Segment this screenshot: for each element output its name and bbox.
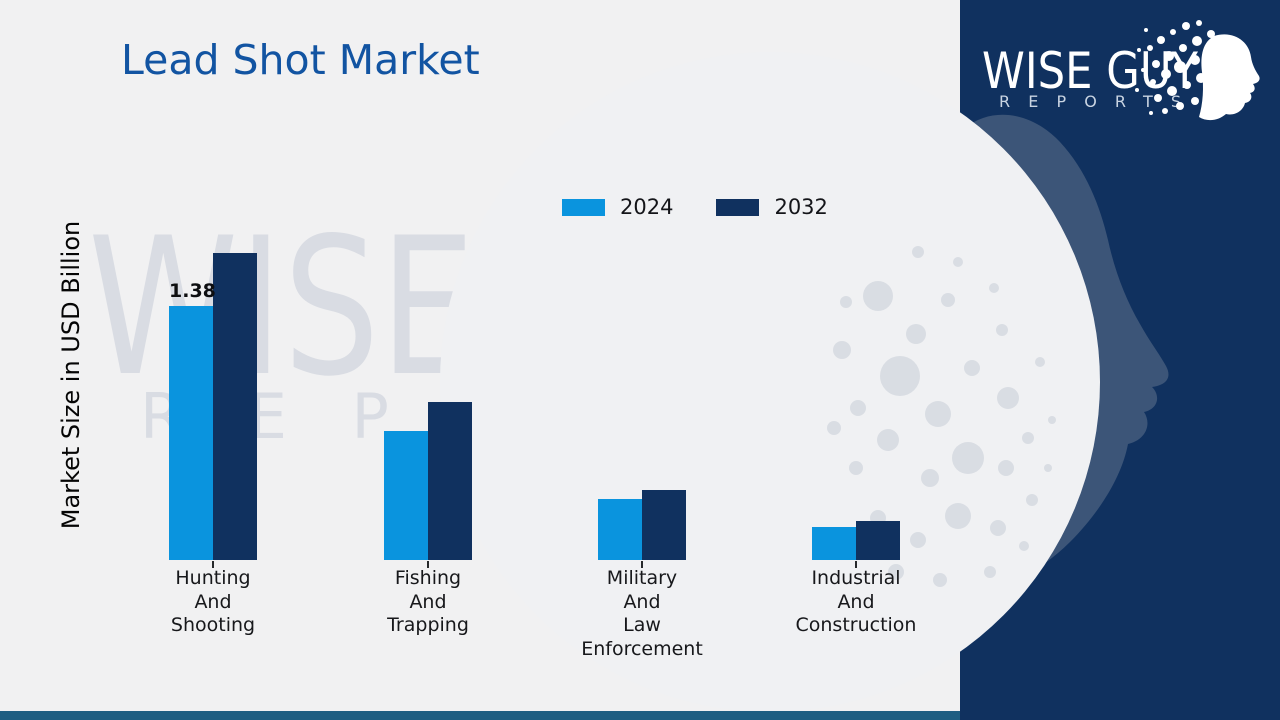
bar-2032-1 — [428, 402, 472, 560]
category-label: Fishing And Trapping — [387, 567, 469, 636]
bar-2024-3 — [812, 527, 856, 560]
logo: WISE GUY REPORTS — [982, 20, 1260, 121]
page-title: Lead Shot Market — [121, 36, 480, 84]
legend-label-2024: 2024 — [620, 195, 674, 219]
axis-tick — [641, 561, 643, 568]
bar-2024-2 — [598, 499, 642, 560]
sphere-dots — [827, 246, 1056, 587]
logo-dots — [1135, 20, 1224, 115]
bar-2024-1 — [384, 431, 428, 560]
value-label: 1.38 — [169, 280, 216, 302]
bar-2032-0 — [213, 253, 257, 560]
bar-2024-0 — [169, 306, 213, 560]
logo-face-icon — [1199, 34, 1260, 121]
axis-tick — [855, 561, 857, 568]
axis-tick — [212, 561, 214, 568]
bar-2032-2 — [642, 490, 686, 560]
category-label: Industrial And Construction — [795, 567, 917, 636]
legend-label-2032: 2032 — [774, 195, 828, 219]
axis-tick — [427, 561, 429, 568]
category-label: Military And Law Enforcement — [581, 567, 703, 660]
legend-swatch-2032 — [716, 198, 760, 216]
footer-bar — [0, 711, 960, 720]
bar-2032-3 — [856, 521, 900, 560]
y-axis-label: Market Size in USD Billion — [57, 220, 85, 530]
legend: 2024 2032 — [562, 194, 828, 220]
category-label: Hunting And Shooting — [170, 567, 256, 636]
legend-swatch-2024 — [562, 198, 605, 216]
